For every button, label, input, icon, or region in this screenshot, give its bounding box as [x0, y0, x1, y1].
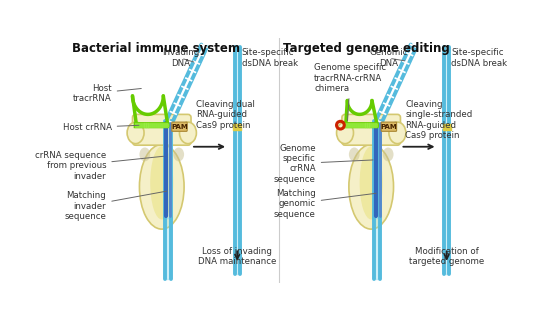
FancyBboxPatch shape	[381, 122, 397, 131]
Text: Genome specific
tracrRNA-crRNA
chimera: Genome specific tracrRNA-crRNA chimera	[314, 63, 386, 121]
Text: Matching
genomic
sequence: Matching genomic sequence	[274, 189, 376, 218]
Text: PAM: PAM	[171, 124, 188, 130]
Text: Site-specific
dsDNA break: Site-specific dsDNA break	[452, 48, 508, 67]
Text: Modification of
targeted genome: Modification of targeted genome	[409, 247, 484, 266]
FancyBboxPatch shape	[133, 114, 191, 145]
Text: Cleaving dual
RNA-guided
Cas9 protein: Cleaving dual RNA-guided Cas9 protein	[196, 100, 255, 129]
FancyBboxPatch shape	[172, 122, 187, 131]
FancyBboxPatch shape	[343, 122, 379, 128]
Text: Site-specific
dsDNA break: Site-specific dsDNA break	[242, 48, 298, 67]
Text: Cleaving
single-stranded
RNA-guided
Cas9 protein: Cleaving single-stranded RNA-guided Cas9…	[405, 100, 472, 140]
Text: crRNA sequence
from previous
invader: crRNA sequence from previous invader	[35, 151, 164, 181]
Ellipse shape	[139, 144, 184, 229]
Text: Host crRNA: Host crRNA	[63, 123, 139, 132]
Ellipse shape	[349, 148, 360, 161]
Text: PAM: PAM	[381, 124, 397, 130]
Text: Host
tracrRNA: Host tracrRNA	[73, 84, 141, 103]
Text: Genome
specific
crRNA
sequence: Genome specific crRNA sequence	[274, 143, 373, 184]
Ellipse shape	[139, 148, 150, 161]
Ellipse shape	[180, 122, 196, 144]
FancyBboxPatch shape	[342, 114, 400, 145]
Text: Bacterial immune system: Bacterial immune system	[72, 42, 240, 55]
Ellipse shape	[337, 122, 354, 144]
Text: Matching
invader
sequence: Matching invader sequence	[64, 191, 166, 221]
Ellipse shape	[127, 122, 144, 144]
Text: Targeted genome editing: Targeted genome editing	[283, 42, 450, 55]
Text: Invading
DNA: Invading DNA	[163, 48, 200, 68]
Ellipse shape	[150, 146, 174, 219]
Ellipse shape	[360, 146, 383, 219]
FancyBboxPatch shape	[134, 122, 169, 128]
Ellipse shape	[349, 144, 393, 229]
Ellipse shape	[389, 122, 406, 144]
Text: Loss of invading
DNA maintenance: Loss of invading DNA maintenance	[198, 247, 276, 266]
Ellipse shape	[383, 148, 393, 161]
Text: Genomic
DNA: Genomic DNA	[370, 48, 408, 68]
Ellipse shape	[174, 148, 184, 161]
